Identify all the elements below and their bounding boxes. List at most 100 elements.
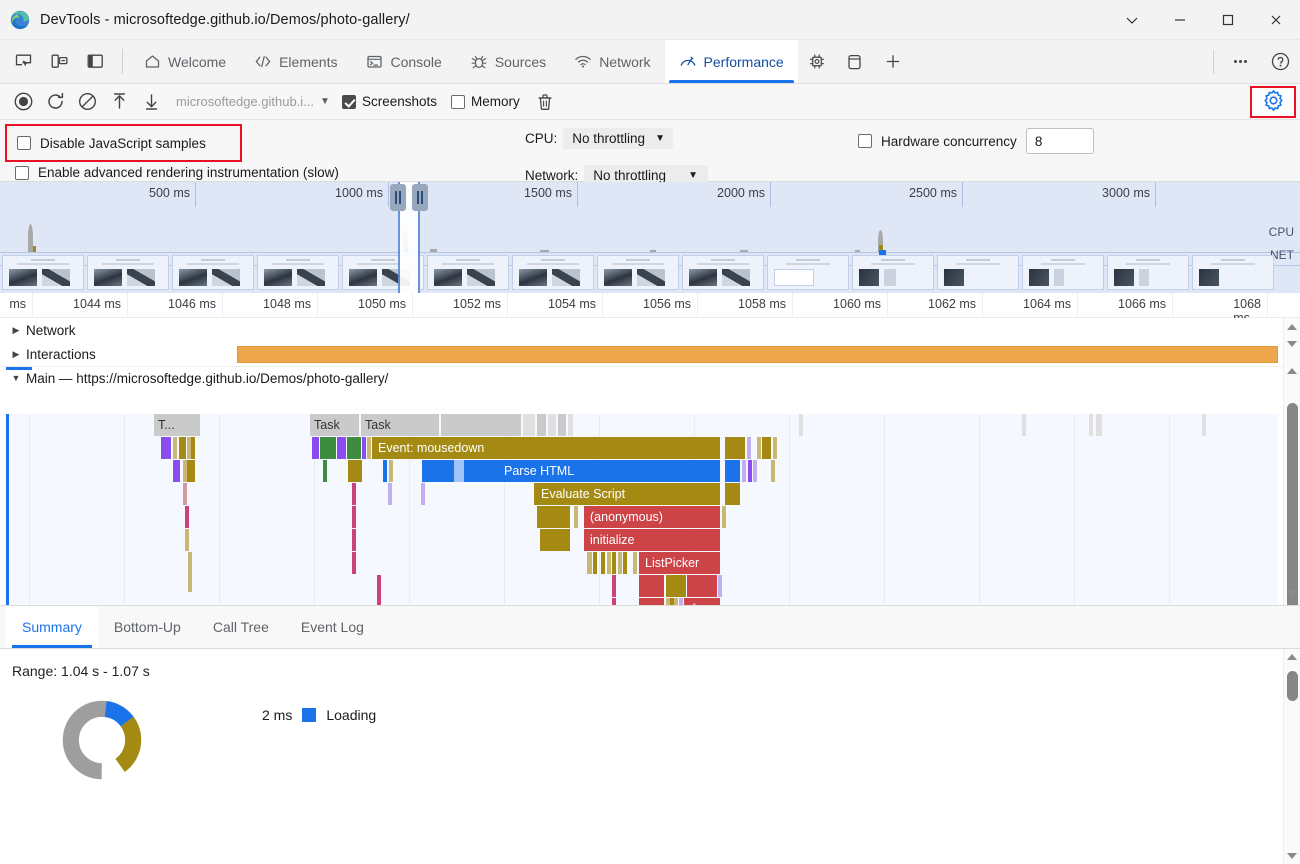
flame-bar[interactable] [574, 506, 578, 528]
filmstrip[interactable] [0, 253, 1300, 293]
flame-bar[interactable] [612, 598, 616, 605]
flame-bar[interactable] [352, 483, 356, 505]
tab-call-tree[interactable]: Call Tree [197, 606, 285, 648]
filmstrip-frame[interactable] [2, 255, 84, 290]
timeline-tracks[interactable]: ▶ Network ▶ Interactions ▼ Main — https:… [0, 318, 1300, 605]
scroll-up-arrow[interactable] [1284, 318, 1300, 335]
filmstrip-frame[interactable] [767, 255, 849, 290]
chevron-down-icon[interactable]: ▼ [320, 96, 330, 107]
load-profile-icon[interactable] [104, 88, 134, 116]
scroll-up-arrow-2[interactable] [1284, 362, 1300, 379]
flame-bar[interactable] [191, 437, 195, 459]
cpu-throttling-select[interactable]: No throttling ▼ [563, 128, 673, 149]
flame-bar[interactable] [347, 437, 361, 459]
flame-bar[interactable] [558, 414, 566, 436]
add-tab-icon[interactable] [874, 40, 912, 83]
inspect-element-icon[interactable] [6, 45, 40, 79]
help-icon[interactable] [1263, 45, 1297, 79]
selection-handle-left[interactable] [390, 184, 406, 211]
summary-scrollbar[interactable] [1283, 648, 1300, 864]
flame-bar[interactable] [593, 552, 597, 574]
flame-bar[interactable] [352, 506, 356, 528]
tab-sources[interactable]: Sources [456, 40, 560, 83]
flame-bar[interactable] [183, 460, 187, 482]
flame-bar[interactable] [618, 552, 622, 574]
filmstrip-frame[interactable] [257, 255, 339, 290]
advanced-rendering-checkbox[interactable]: Enable advanced rendering instrumentatio… [15, 165, 339, 180]
tab-elements[interactable]: Elements [240, 40, 351, 83]
flame-bar[interactable] [725, 460, 740, 482]
flame-bar[interactable] [187, 460, 195, 482]
flame-bar[interactable] [799, 414, 803, 436]
tab-console[interactable]: Console [351, 40, 455, 83]
tab-summary[interactable]: Summary [6, 605, 98, 648]
flame-bar[interactable]: Parse HTML [464, 460, 720, 482]
hardware-concurrency-input[interactable]: 8 [1025, 128, 1094, 154]
timeline-overview[interactable]: 500 ms 1000 ms 1500 ms 2000 ms 2500 ms 3… [0, 182, 1300, 293]
tab-network[interactable]: Network [560, 40, 664, 83]
chevron-down-icon[interactable] [1108, 0, 1156, 40]
flame-bar[interactable] [612, 552, 616, 574]
flame-bar[interactable] [623, 552, 627, 574]
filmstrip-frame[interactable] [427, 255, 509, 290]
flame-bar[interactable] [771, 460, 775, 482]
scroll-down-arrow[interactable] [1284, 335, 1300, 352]
flame-bar[interactable]: ListPicker [639, 552, 720, 574]
flame-bar[interactable] [725, 437, 745, 459]
flame-bar[interactable] [187, 437, 191, 459]
flame-chart-scrollbar[interactable] [1283, 318, 1300, 605]
track-main[interactable]: ▼ Main — https://microsoftedge.github.io… [0, 366, 1300, 389]
flame-bar[interactable] [383, 460, 387, 482]
flame-bar[interactable] [362, 437, 366, 459]
flame-bar[interactable] [568, 414, 573, 436]
flame-bar[interactable] [337, 437, 346, 459]
flame-bar[interactable] [323, 460, 327, 482]
flame-bar[interactable] [320, 437, 336, 459]
flame-bar[interactable] [601, 552, 605, 574]
hardware-concurrency-checkbox[interactable]: Hardware concurrency [858, 128, 1017, 154]
flame-bar[interactable]: f... [684, 598, 720, 605]
flame-bar[interactable] [352, 529, 356, 551]
scrollbar-thumb[interactable] [1287, 670, 1298, 701]
disable-js-samples-checkbox[interactable]: Disable JavaScript samples [17, 130, 206, 156]
flame-bar[interactable]: (anonymous) [584, 506, 720, 528]
filmstrip-frame[interactable] [512, 255, 594, 290]
scroll-down-arrow-2[interactable] [1284, 585, 1300, 602]
flame-bar[interactable] [674, 598, 678, 605]
flame-bar[interactable] [742, 460, 746, 482]
collapsed-triangle-icon[interactable]: ▶ [12, 324, 20, 335]
tab-application-panel[interactable] [836, 40, 874, 83]
flame-bar[interactable] [587, 552, 592, 574]
filmstrip-frame[interactable] [682, 255, 764, 290]
tab-memory-chip[interactable] [798, 40, 836, 83]
flame-bar[interactable] [523, 414, 535, 436]
flame-bar[interactable] [367, 437, 371, 459]
flame-bar[interactable] [348, 460, 362, 482]
flame-bar[interactable] [607, 552, 611, 574]
filmstrip-frame[interactable] [172, 255, 254, 290]
flame-bar[interactable] [1089, 414, 1093, 436]
flame-bar[interactable] [753, 460, 757, 482]
device-emulation-icon[interactable] [42, 45, 76, 79]
memory-checkbox[interactable]: Memory [450, 94, 520, 109]
record-icon[interactable] [8, 88, 38, 116]
flame-bar[interactable] [725, 483, 740, 505]
flame-bar[interactable]: Task [361, 414, 439, 436]
scroll-up-arrow[interactable] [1284, 649, 1300, 666]
gear-icon[interactable] [1262, 89, 1285, 115]
flame-bar[interactable] [312, 437, 319, 459]
tab-event-log[interactable]: Event Log [285, 606, 380, 648]
filmstrip-frame[interactable] [1107, 255, 1189, 290]
scrollbar-thumb[interactable] [1287, 403, 1298, 605]
flame-chart[interactable]: T... Task Task Event [6, 414, 1278, 605]
flame-bar[interactable] [540, 529, 570, 551]
flame-bar[interactable] [670, 598, 674, 605]
more-options-icon[interactable] [1223, 45, 1257, 79]
filmstrip-frame[interactable] [597, 255, 679, 290]
flame-bar[interactable] [454, 460, 464, 482]
collapsed-triangle-icon[interactable]: ▶ [12, 348, 20, 359]
tab-performance[interactable]: Performance [664, 40, 798, 83]
flame-bar[interactable] [161, 437, 171, 459]
flame-bar[interactable]: Task [310, 414, 359, 436]
flame-bar[interactable] [173, 460, 180, 482]
